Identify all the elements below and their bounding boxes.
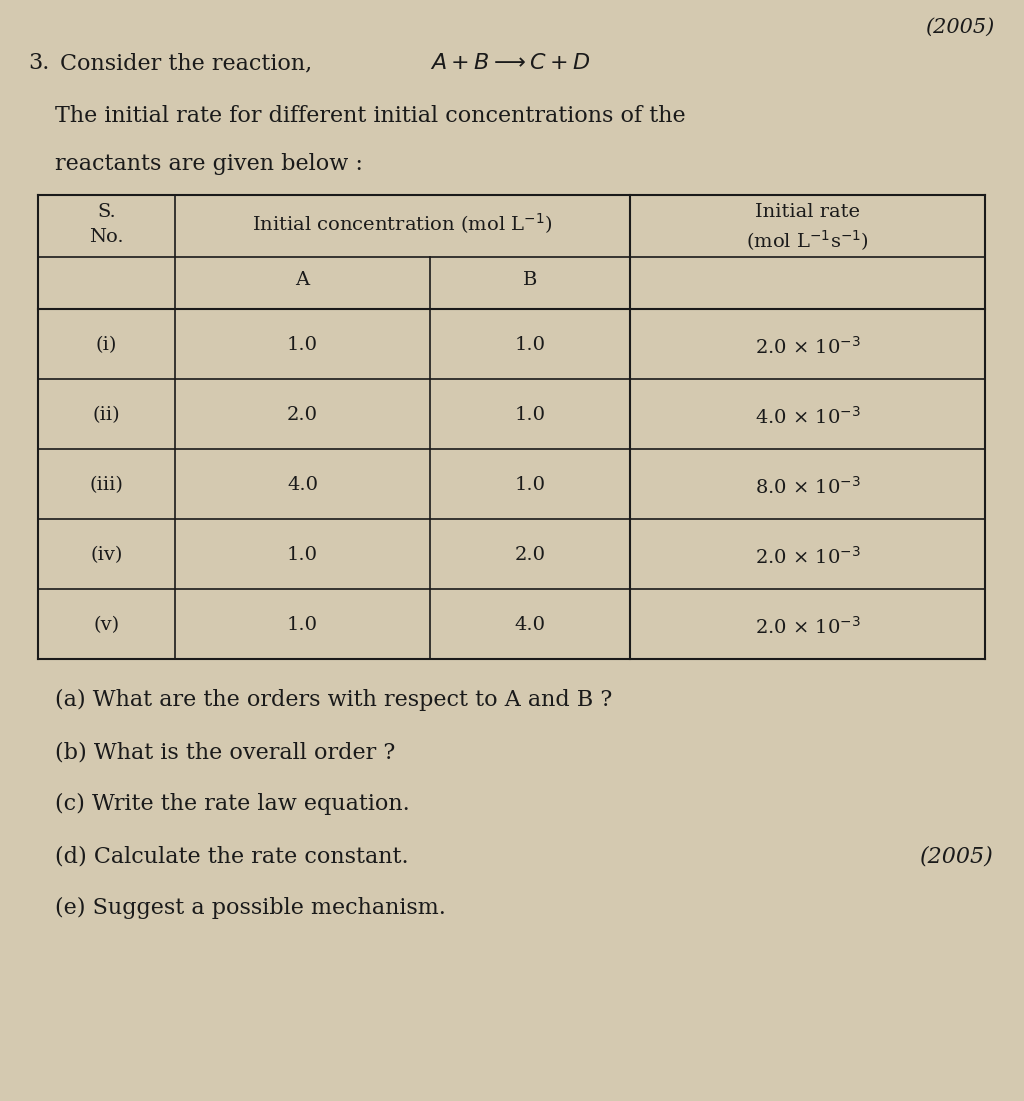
Text: (v): (v) [93,615,120,633]
Text: (2005): (2005) [925,18,994,37]
Text: 1.0: 1.0 [287,546,318,564]
Text: (e) Suggest a possible mechanism.: (e) Suggest a possible mechanism. [55,897,445,919]
Text: 4.0: 4.0 [287,476,318,493]
Text: 2.0: 2.0 [514,546,546,564]
Text: 1.0: 1.0 [514,405,546,424]
Text: (c) Write the rate law equation.: (c) Write the rate law equation. [55,793,410,815]
Text: (i): (i) [96,336,117,353]
Text: (iv): (iv) [90,546,123,564]
Text: 2.0 × 10$^{-3}$: 2.0 × 10$^{-3}$ [755,546,860,567]
Text: (iii): (iii) [89,476,124,493]
Text: (mol L$^{-1}$s$^{-1}$): (mol L$^{-1}$s$^{-1}$) [746,228,869,253]
Text: 4.0 × 10$^{-3}$: 4.0 × 10$^{-3}$ [755,405,860,427]
Text: 2.0 × 10$^{-3}$: 2.0 × 10$^{-3}$ [755,336,860,358]
Text: 1.0: 1.0 [287,336,318,353]
Text: (b) What is the overall order ?: (b) What is the overall order ? [55,741,395,763]
Text: 2.0: 2.0 [287,405,318,424]
Text: (d) Calculate the rate constant.: (d) Calculate the rate constant. [55,844,409,866]
Text: 1.0: 1.0 [514,336,546,353]
Text: (a) What are the orders with respect to A and B ?: (a) What are the orders with respect to … [55,689,612,711]
Text: 2.0 × 10$^{-3}$: 2.0 × 10$^{-3}$ [755,615,860,637]
Text: B: B [523,271,538,288]
Text: reactants are given below :: reactants are given below : [55,153,362,175]
Text: S.: S. [97,203,116,221]
Text: $A + B \longrightarrow C + D$: $A + B \longrightarrow C + D$ [430,52,591,74]
Text: (2005): (2005) [921,844,994,866]
Text: The initial rate for different initial concentrations of the: The initial rate for different initial c… [55,105,686,127]
Text: No.: No. [89,228,124,246]
Text: 1.0: 1.0 [514,476,546,493]
Text: (ii): (ii) [93,405,120,424]
Text: 4.0: 4.0 [514,615,546,633]
Text: 1.0: 1.0 [287,615,318,633]
Text: Consider the reaction,: Consider the reaction, [60,52,312,74]
Text: 3.: 3. [28,52,49,74]
Text: 8.0 × 10$^{-3}$: 8.0 × 10$^{-3}$ [755,476,860,498]
Text: Initial rate: Initial rate [755,203,860,221]
Text: A: A [296,271,309,288]
Text: Initial concentration (mol L$^{-1}$): Initial concentration (mol L$^{-1}$) [252,211,553,236]
